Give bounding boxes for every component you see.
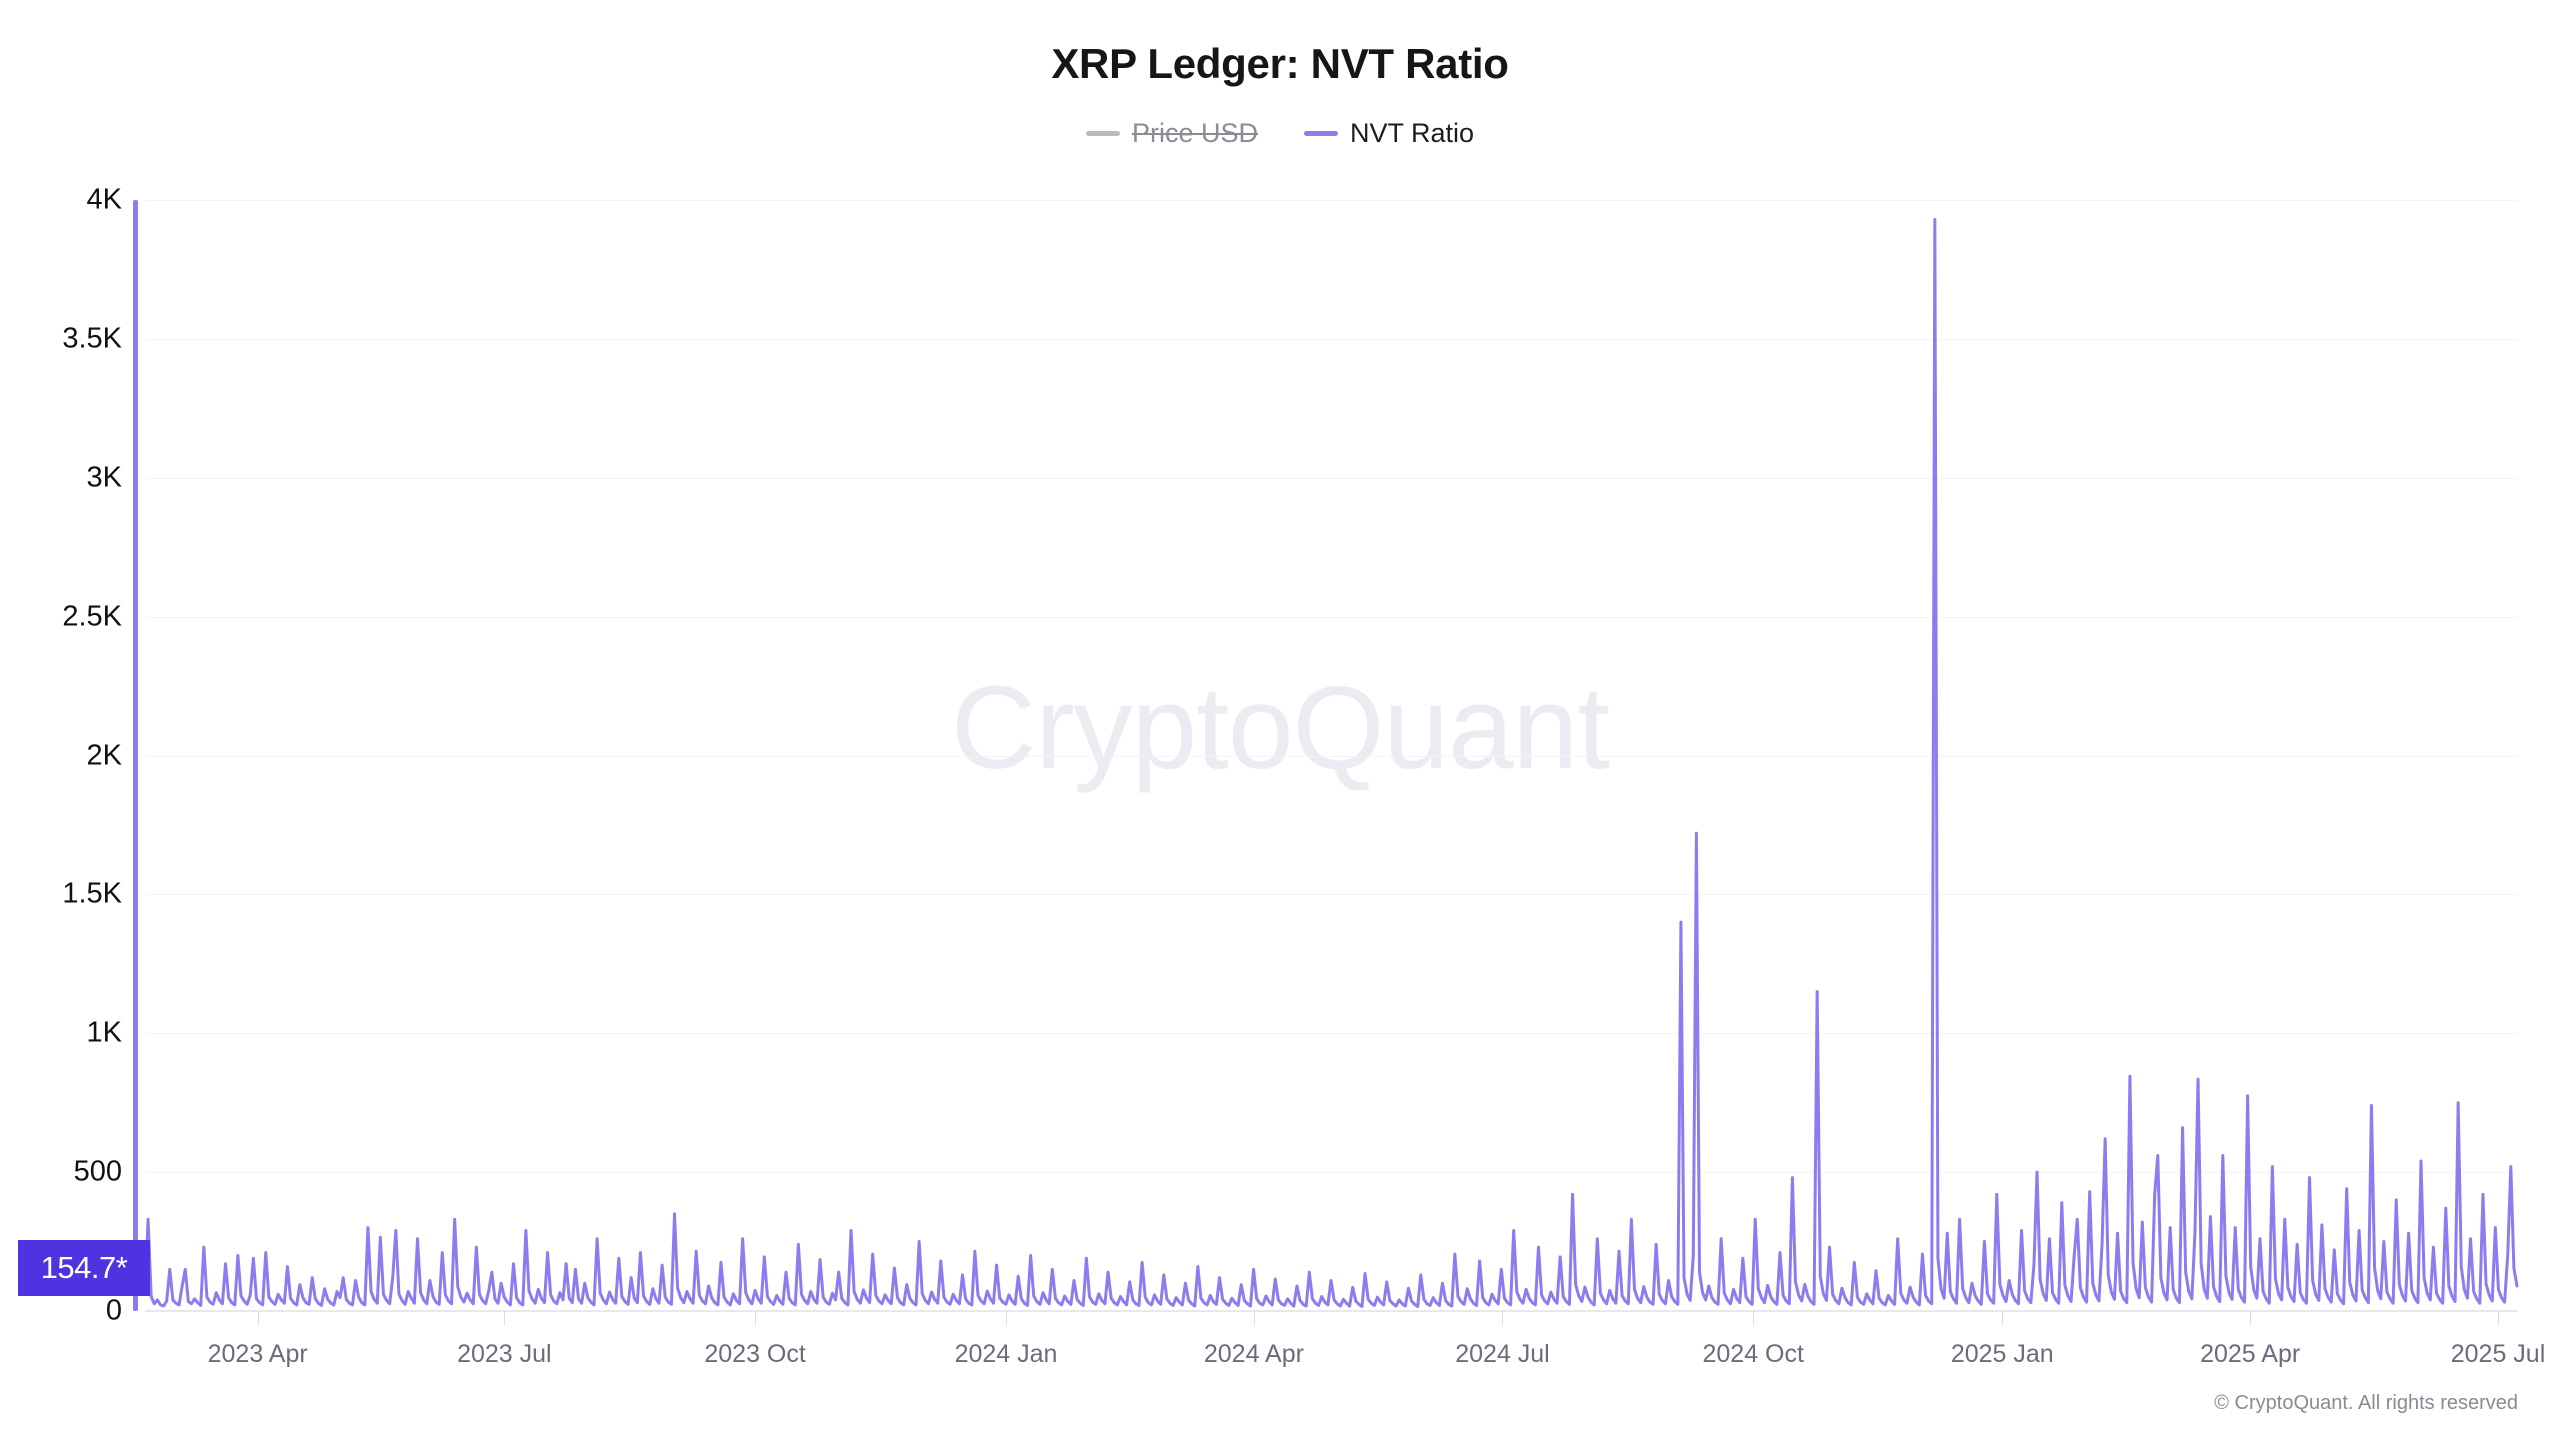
gridline [145,200,2517,201]
chart-legend: Price USD NVT Ratio [0,118,2560,149]
page-title: XRP Ledger: NVT Ratio [1051,40,1509,87]
series-nvt-ratio [143,217,2519,1309]
x-axis-tick-mark [755,1311,757,1325]
y-axis-tick-label: 1K [86,1016,122,1049]
x-axis-tick-label: 2024 Jan [954,1340,1058,1368]
gridline [145,894,2517,896]
x-axis-tick-mark [1253,1311,1255,1325]
x-axis-tick-label: 2025 Jul [2450,1340,2546,1368]
x-axis-tick-mark [1502,1311,1504,1325]
series-line-nvt-ratio [143,217,2519,1309]
gridline [145,616,2517,618]
y-axis-tick-label: 4K [86,183,122,216]
x-axis-tick-mark [504,1311,506,1325]
y-axis-tick-label: 1.5K [62,877,122,910]
y-axis-tick-label: 3.5K [62,322,122,355]
x-axis-tick-mark [2250,1311,2252,1325]
x-axis-tick-label: 2025 Jan [1950,1340,2054,1368]
legend-swatch-nvt-ratio [1303,131,1338,136]
gridline [145,755,2517,757]
y-axis-tick-label: 0 [105,1294,122,1327]
x-axis-tick-mark [1006,1311,1008,1325]
gridline [145,477,2517,479]
y-axis-tick-label: 2.5K [62,600,122,633]
x-axis-line [145,1310,2517,1312]
x-axis-tick-label: 2024 Jul [1455,1340,1550,1368]
x-axis-tick-mark [257,1311,259,1325]
legend-item-nvt-ratio[interactable]: NVT Ratio [1303,118,1475,149]
x-axis-tick-mark [2002,1311,2004,1325]
gridline [145,1172,2517,1174]
x-axis-tick-mark [2498,1311,2500,1325]
x-axis-tick-mark [1753,1311,1755,1325]
y-axis-tick-label: 2K [86,739,122,771]
x-axis-tick-label: 2025 Apr [2200,1340,2301,1368]
x-axis-tick-label: 2023 Apr [207,1340,308,1368]
x-axis-tick-label: 2024 Apr [1203,1340,1304,1368]
x-axis-tick-label: 2023 Oct [704,1340,806,1368]
x-axis-tick-label: 2024 Oct [1702,1340,1804,1368]
legend-item-price-usd[interactable]: Price USD [1085,118,1258,149]
gridline [145,338,2517,340]
legend-swatch-price-usd [1085,131,1120,136]
y-axis-line [133,200,138,1311]
x-axis-tick-label: 2023 Jul [457,1340,552,1368]
y-axis-tick-label: 3K [86,461,122,494]
legend-label-price-usd: Price USD [1131,118,1258,148]
copyright-footer: © CryptoQuant. All rights reserved [2214,1392,2518,1414]
current-value-badge: 154.7* [18,1240,150,1297]
plot-area [143,200,2519,1311]
y-axis-tick-label: 500 [73,1155,122,1188]
legend-label-nvt-ratio: NVT Ratio [1349,118,1475,148]
gridline [145,1033,2517,1035]
